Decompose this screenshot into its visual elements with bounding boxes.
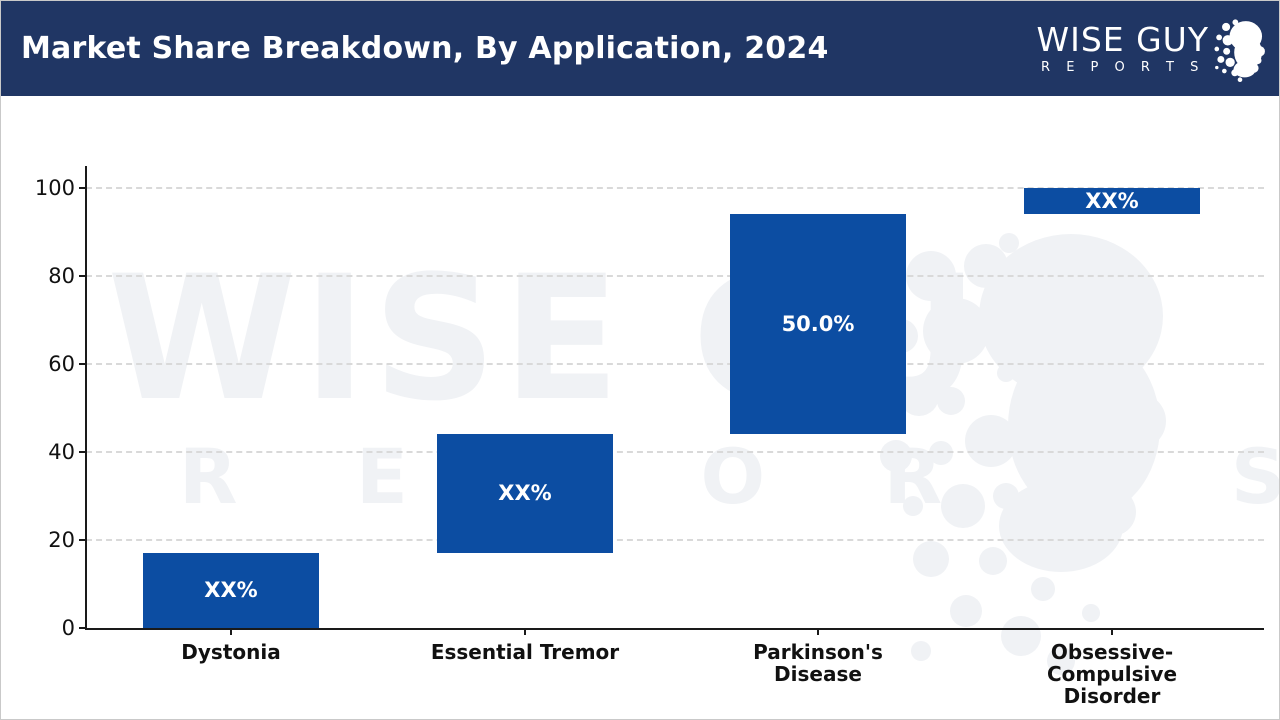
category-label-obsessive-compulsive-disorder: Obsessive- Compulsive Disorder — [992, 641, 1232, 707]
wise-guy-reports-logo: WISE GUY R E P O R T S — [1036, 8, 1269, 90]
category-label-parkinson-s-disease: Parkinson's Disease — [698, 641, 938, 685]
x-tick-parkinson-s-disease — [817, 628, 819, 635]
y-tick-label-20: 20 — [48, 528, 75, 552]
category-label-essential-tremor: Essential Tremor — [405, 641, 645, 663]
gridline-80 — [86, 275, 1264, 277]
y-tick-20 — [79, 539, 86, 541]
y-tick-80 — [79, 275, 86, 277]
category-label-line: Obsessive- — [1050, 640, 1174, 664]
bar-essential-tremor: XX% — [437, 434, 613, 554]
bar-dystonia: XX% — [143, 553, 319, 628]
page-title: Market Share Breakdown, By Application, … — [21, 31, 829, 66]
y-tick-label-80: 80 — [48, 264, 75, 288]
y-tick-100 — [79, 187, 86, 189]
gridline-40 — [86, 451, 1264, 453]
logo-reports-label: R E P O R T S — [1041, 59, 1205, 75]
bar-value-label-essential-tremor: XX% — [498, 481, 552, 506]
category-label-line: Disorder — [1063, 684, 1161, 708]
y-tick-60 — [79, 363, 86, 365]
x-tick-essential-tremor — [524, 628, 526, 635]
category-label-line: Essential Tremor — [430, 640, 620, 664]
category-label-line: Dystonia — [181, 640, 281, 664]
x-tick-obsessive-compulsive-disorder — [1111, 628, 1113, 635]
y-tick-40 — [79, 451, 86, 453]
logo-head-icon — [1214, 19, 1265, 83]
x-axis-spine — [85, 628, 1264, 630]
bar-value-label-parkinson-s-disease: 50.0% — [781, 311, 855, 336]
category-label-line: Parkinson's — [753, 640, 883, 664]
bar-value-label-dystonia: XX% — [204, 578, 258, 603]
y-axis-spine — [85, 166, 87, 630]
gridline-60 — [86, 363, 1264, 365]
logo-brand-label: WISE GUY — [1036, 20, 1209, 60]
category-label-dystonia: Dystonia — [111, 641, 351, 663]
y-tick-label-0: 0 — [61, 616, 75, 640]
y-tick-label-60: 60 — [48, 352, 75, 376]
gridline-100 — [86, 187, 1264, 189]
gridline-20 — [86, 539, 1264, 541]
y-tick-0 — [79, 627, 86, 629]
category-label-line: Disease — [774, 662, 862, 686]
y-tick-label-40: 40 — [48, 440, 75, 464]
y-tick-label-100: 100 — [34, 176, 75, 200]
logo-text: WISE GUY R E P O R T S — [1036, 23, 1209, 75]
header-banner: Market Share Breakdown, By Application, … — [1, 1, 1279, 96]
category-label-line: Compulsive — [1046, 662, 1178, 686]
bar-parkinson-s-disease: 50.0% — [730, 214, 906, 435]
x-tick-dystonia — [230, 628, 232, 635]
bar-obsessive-compulsive-disorder: XX% — [1024, 188, 1200, 215]
bar-value-label-obsessive-compulsive-disorder: XX% — [1085, 188, 1139, 213]
